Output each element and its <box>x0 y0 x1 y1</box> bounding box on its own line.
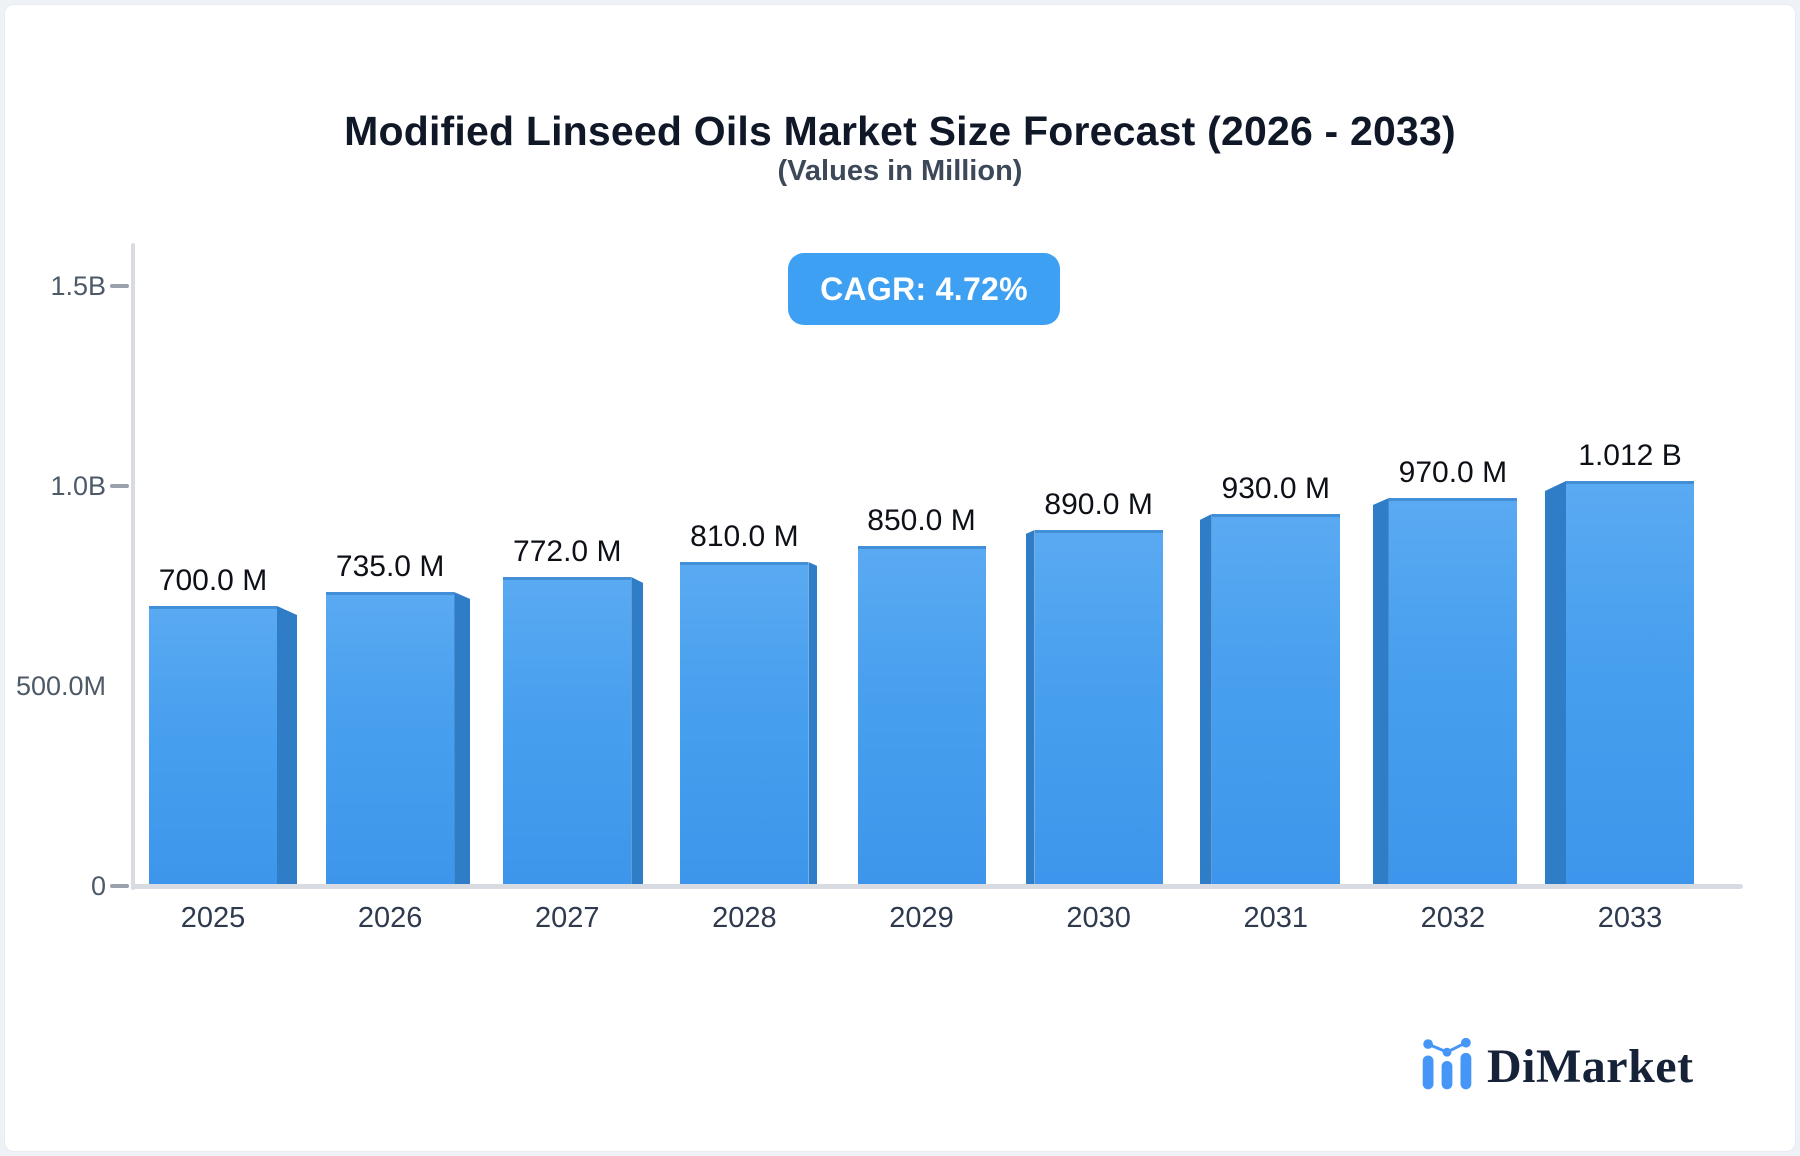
x-tick-label-2030: 2030 <box>1066 902 1131 934</box>
bar-side-2026 <box>454 592 471 886</box>
bar-2025 <box>149 606 277 886</box>
bar-value-label-2026: 735.0 M <box>335 550 445 583</box>
bar-chart-logo-icon <box>1422 1038 1472 1090</box>
bar-side-2032 <box>1372 498 1389 886</box>
bar-side-2030 <box>1025 530 1035 886</box>
bar-side-2031 <box>1199 514 1212 886</box>
y-tick-label-1.5B: 1.5B <box>50 271 106 301</box>
brand-logo: DiMarket <box>1420 1038 1694 1092</box>
x-tick-label-2033: 2033 <box>1597 902 1663 934</box>
x-axis-line <box>131 884 1743 889</box>
bar-value-label-2025: 700.0 M <box>158 564 268 597</box>
y-tick-dash-0 <box>110 884 129 888</box>
y-tick-label-0: 0 <box>90 871 106 901</box>
bar-2030 <box>1034 530 1163 886</box>
dimarket-brand-text: DiMarket <box>1487 1040 1694 1093</box>
y-tick-label-1.0B: 1.0B <box>50 471 106 501</box>
bar-side-2025 <box>277 606 297 886</box>
bar-value-label-2031: 930.0 M <box>1221 472 1330 505</box>
bar-2033 <box>1566 481 1694 886</box>
bar-value-label-2029: 850.0 M <box>867 504 976 537</box>
y-axis-line <box>131 243 135 890</box>
x-tick-label-2031: 2031 <box>1243 902 1308 934</box>
bar-side-2033 <box>1545 481 1566 886</box>
y-tick-dash-1.0B <box>110 484 129 488</box>
chart-subtitle: (Values in Million) <box>777 155 1023 187</box>
bar-2028 <box>680 562 809 886</box>
chart-title: Modified Linseed Oils Market Size Foreca… <box>344 108 1456 154</box>
bar-value-label-2033: 1.012 B <box>1578 439 1682 472</box>
y-tick-label-500.0M: 500.0M <box>15 671 106 701</box>
bar-side-2027 <box>631 577 644 886</box>
bar-value-label-2028: 810.0 M <box>690 520 799 553</box>
bar-side-2028 <box>808 562 818 886</box>
bar-2032 <box>1388 498 1517 886</box>
bar-2027 <box>503 577 632 886</box>
bar-2029 <box>857 546 986 886</box>
x-tick-label-2029: 2029 <box>889 902 954 934</box>
y-tick-dash-1.5B <box>110 284 129 288</box>
bar-2031 <box>1211 514 1340 886</box>
bar-value-label-2027: 772.0 M <box>513 535 622 568</box>
cagr-badge: CAGR: 4.72% <box>788 253 1060 325</box>
bar-value-label-2032: 970.0 M <box>1398 456 1508 489</box>
x-tick-label-2028: 2028 <box>712 902 777 934</box>
x-tick-label-2032: 2032 <box>1420 902 1486 934</box>
x-tick-label-2027: 2027 <box>534 902 600 934</box>
bar-value-label-2030: 890.0 M <box>1044 488 1153 521</box>
bar-2026 <box>326 592 455 886</box>
x-tick-label-2026: 2026 <box>357 902 423 934</box>
x-tick-label-2025: 2025 <box>180 902 246 934</box>
